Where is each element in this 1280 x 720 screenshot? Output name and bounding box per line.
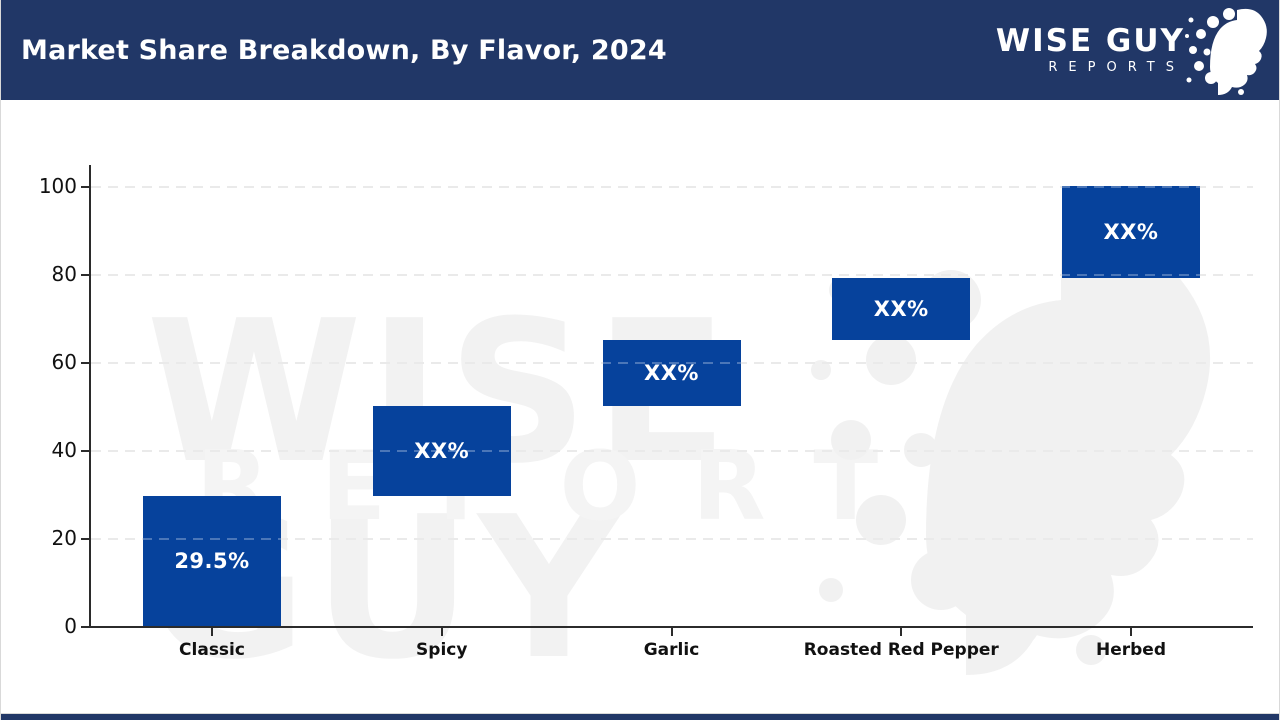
x-axis-category-label: Roasted Red Pepper <box>803 640 999 660</box>
gridline <box>91 538 1253 540</box>
x-axis-tick-mark <box>670 628 673 636</box>
gridline-overlay <box>91 538 1253 540</box>
x-axis-tick-mark <box>1130 628 1132 636</box>
brand-logo-text: WISE GUY REPORTS <box>995 23 1185 75</box>
figure-border <box>1 713 1279 714</box>
bar-segment[interactable]: XX% <box>372 406 511 497</box>
x-axis-tick-mark <box>440 628 443 636</box>
chart-title: Market Share Breakdown, By Flavor, 2024 <box>21 34 667 66</box>
x-axis-category-label: Spicy <box>416 640 468 660</box>
bar-value-label: XX% <box>414 439 470 464</box>
y-axis-tick-label: 100 <box>38 174 77 198</box>
y-axis-tick-mark <box>81 274 89 276</box>
gridline <box>91 450 1253 452</box>
logo-face-icon <box>1185 8 1267 95</box>
bar-segment[interactable]: XX% <box>832 278 971 340</box>
brand-subname: REPORTS <box>1048 60 1185 75</box>
y-axis-tick-mark <box>81 450 89 452</box>
y-axis-tick-label: 40 <box>51 438 77 462</box>
y-axis-tick-label: 80 <box>51 262 77 286</box>
bar-value-label: 29.5% <box>174 549 250 574</box>
bar-segment[interactable]: XX% <box>602 340 741 406</box>
x-axis-line <box>89 626 1253 628</box>
y-axis-tick-mark <box>81 362 89 364</box>
gridline-overlay <box>91 362 1253 364</box>
bar-value-label: XX% <box>1103 220 1159 245</box>
gridline <box>91 274 1253 276</box>
y-axis-tick-label: 60 <box>51 350 77 374</box>
y-axis-tick-label: 0 <box>64 614 77 638</box>
gridline-overlay <box>91 274 1253 276</box>
watermark-subname-text: REPORTS <box>196 432 1051 542</box>
y-axis-tick-mark <box>81 186 89 188</box>
y-axis-line <box>89 165 91 628</box>
brand-logo: WISE GUY REPORTS <box>995 4 1279 96</box>
gridline-overlay <box>91 186 1253 188</box>
y-axis-tick-label: 20 <box>51 526 77 550</box>
plot-area: WISE GUY REPORTS 0 20 40 60 80 100 29.5% Classi… <box>1 100 1279 714</box>
header-band: Market Share Breakdown, By Flavor, 2024 … <box>1 0 1279 100</box>
x-axis-tick-mark <box>211 628 213 636</box>
footer-band <box>1 714 1279 720</box>
bar-value-label: XX% <box>873 297 929 322</box>
bar-segment[interactable]: 29.5% <box>143 496 281 626</box>
y-axis-tick-mark <box>81 538 89 540</box>
y-axis-tick-mark <box>81 626 89 628</box>
x-axis-category-label: Herbed <box>1095 640 1167 660</box>
gridline-overlay <box>91 450 1253 452</box>
x-axis-tick-mark <box>900 628 903 636</box>
bar-segment[interactable]: XX% <box>1062 186 1200 279</box>
x-axis-category-label: Classic <box>179 640 245 660</box>
gridline <box>91 186 1253 188</box>
bar-value-label: XX% <box>644 361 699 385</box>
x-axis-category-label: Garlic <box>643 640 700 660</box>
brand-name: WISE GUY <box>995 23 1185 59</box>
